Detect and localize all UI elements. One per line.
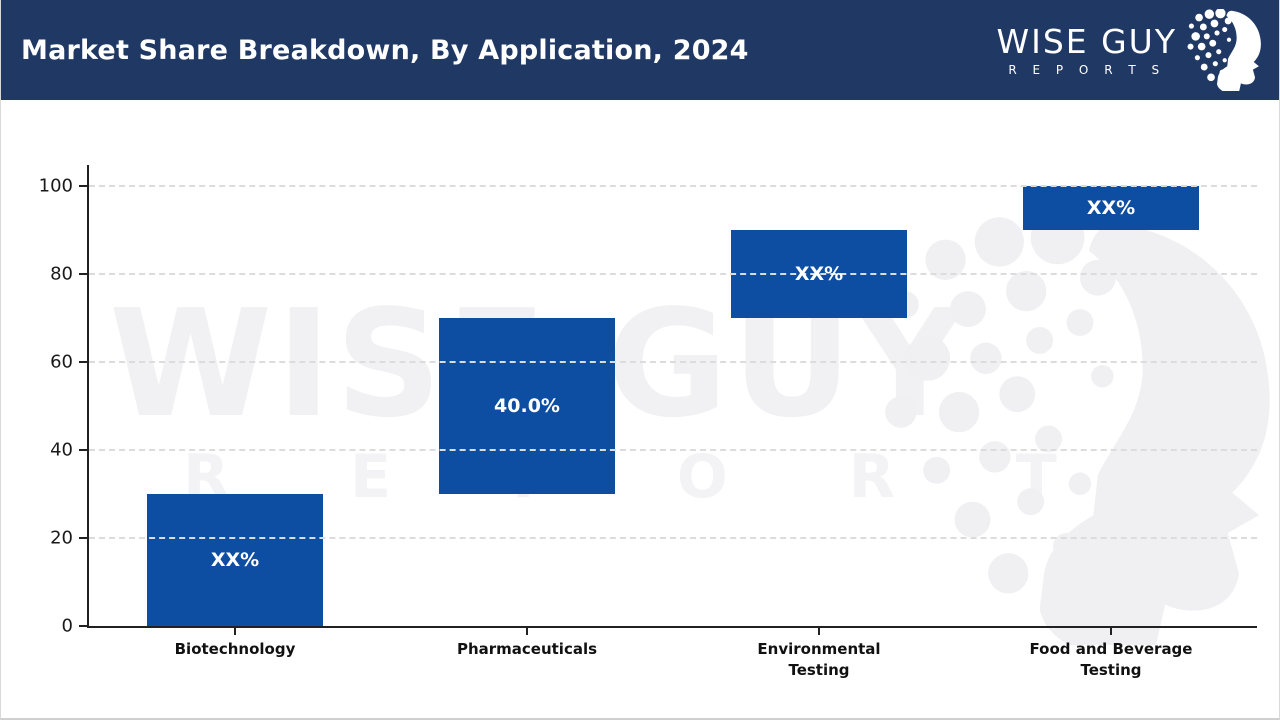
y-tick-label: 40	[50, 439, 73, 461]
logo-subtitle: R E P O R T S	[1008, 62, 1166, 77]
x-tick-label: Biotechnology	[174, 640, 296, 658]
y-tick-label: 80	[50, 263, 73, 285]
y-tick	[79, 185, 89, 187]
wise-guy-logo: WISE GUY R E P O R T S	[996, 8, 1267, 92]
logo-text: WISE GUY R E P O R T S	[996, 21, 1177, 77]
y-tick-label: 0	[61, 615, 73, 637]
watermark-text-reports: R E P O R T S	[183, 442, 1271, 512]
x-tick-label: Pharmaceuticals	[456, 640, 598, 658]
watermark-face-icon	[885, 215, 1270, 645]
x-tick	[526, 626, 528, 635]
y-tick-label: 20	[50, 527, 73, 549]
y-tick	[79, 273, 89, 275]
y-tick	[79, 361, 89, 363]
y-axis-line	[87, 165, 89, 628]
gridline	[89, 537, 1257, 539]
bar-value-label: XX%	[210, 549, 260, 571]
y-tick-label: 100	[38, 175, 73, 197]
wise-guy-face-icon	[1187, 9, 1261, 91]
bar-food-and-beverage-testing	[1023, 186, 1199, 230]
x-tick-label: Environmental Testing	[757, 640, 881, 679]
chart-title: Market Share Breakdown, By Application, …	[21, 34, 749, 66]
x-tick	[1110, 626, 1112, 635]
bar-biotechnology	[147, 494, 323, 626]
y-tick	[79, 537, 89, 539]
gridline	[89, 449, 1257, 451]
logo-wordmark: WISE GUY	[996, 21, 1177, 61]
x-tick-label: Food and Beverage Testing	[1029, 640, 1193, 679]
gridline	[89, 185, 1257, 187]
x-tick	[818, 626, 820, 635]
x-tick	[234, 626, 236, 635]
header-band: Market Share Breakdown, By Application, …	[1, 0, 1279, 100]
gridline	[89, 361, 1257, 363]
bar-value-label: XX%	[794, 263, 844, 285]
bar-value-label: XX%	[1086, 197, 1136, 219]
y-tick	[79, 449, 89, 451]
y-tick-label: 60	[50, 351, 73, 373]
y-tick	[79, 625, 89, 627]
gridline	[89, 273, 1257, 275]
bar-pharmaceuticals	[439, 318, 615, 494]
x-axis-line	[87, 626, 1257, 628]
bar-value-label: 40.0%	[494, 395, 560, 417]
